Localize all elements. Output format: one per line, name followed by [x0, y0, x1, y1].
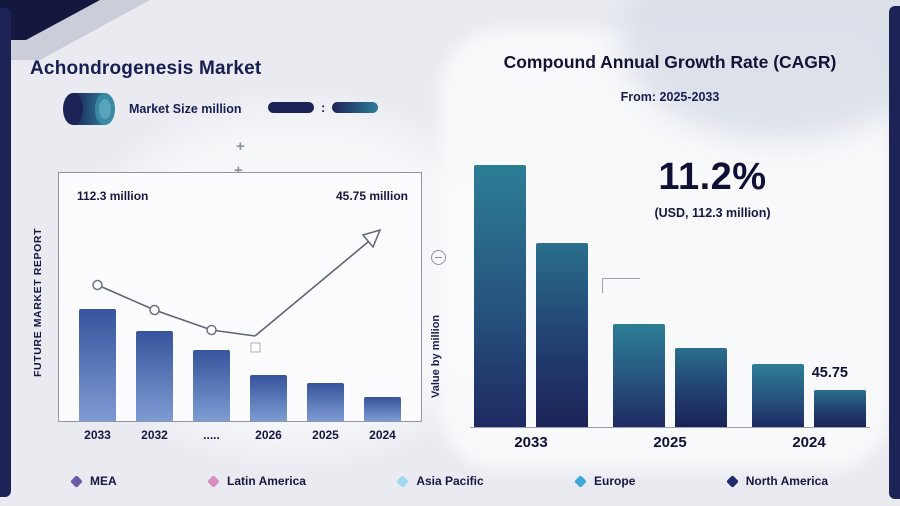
circle-minus-icon	[431, 250, 446, 265]
cagr-bar	[474, 165, 526, 427]
market-x-label: 2025	[312, 428, 339, 442]
legend-item-europe: Europe	[574, 474, 636, 488]
right-edge-bar	[889, 6, 900, 499]
market-bars	[79, 309, 401, 421]
market-bar-2032	[136, 331, 173, 421]
market-size-legend: Market Size million	[62, 90, 242, 128]
legend-label: Latin America	[227, 474, 306, 488]
legend-item-asia-pacific: Asia Pacific	[396, 474, 484, 488]
cagr-bar	[536, 243, 588, 427]
plus-decoration: +	[236, 138, 245, 155]
cagr-bar-group-2025	[613, 324, 727, 427]
cagr-subtitle: From: 2025-2033	[620, 90, 720, 104]
cagr-x-label: 2033	[514, 434, 548, 451]
legend-diamond-icon	[396, 474, 410, 488]
future-market-report-label: FUTURE MARKET REPORT	[32, 227, 44, 377]
pill-separator: :	[321, 100, 326, 115]
market-x-label: 2033	[84, 428, 111, 442]
market-x-label: .....	[203, 428, 220, 442]
step-decoration	[602, 278, 640, 293]
legend-item-latin-america: Latin America	[207, 474, 306, 488]
footer-legend: MEA Latin America Asia Pacific Europe North …	[70, 474, 828, 488]
cagr-bar-annotation: 45.75	[811, 365, 848, 381]
cagr-bar-group-2024	[752, 364, 866, 427]
cagr-title: Compound Annual Growth Rate (CAGR)	[503, 52, 837, 72]
market-x-label: 2026	[255, 428, 282, 442]
plus-decoration: +	[234, 162, 243, 179]
legend-item-north-america: North America	[725, 474, 828, 488]
market-bar-2025	[307, 383, 344, 421]
legend-label: MEA	[90, 474, 117, 488]
legend-diamond-icon	[70, 474, 83, 488]
cagr-x-label: 2024	[792, 434, 826, 451]
legend-pills: :	[268, 100, 379, 115]
pill-dark	[268, 102, 314, 113]
cagr-bar-group-2033	[474, 165, 588, 427]
cagr-bar	[752, 364, 804, 427]
cagr-bar	[814, 390, 866, 427]
cagr-plot: 45.75	[470, 160, 870, 428]
market-bar-.....	[193, 350, 230, 421]
market-title: Achondrogenesis Market	[30, 58, 262, 79]
cagr-note: (USD, 112.3 million)	[654, 206, 771, 220]
market-chart: 112.3 million 45.75 million	[58, 172, 422, 422]
market-x-label: 2032	[141, 428, 168, 442]
legend-label: Europe	[594, 474, 636, 488]
cagr-bar	[675, 348, 727, 427]
legend-diamond-icon	[207, 474, 220, 488]
left-edge-bar	[0, 8, 11, 497]
market-x-label: 2024	[369, 428, 396, 442]
legend-label: Asia Pacific	[416, 474, 484, 488]
cagr-x-labels: 2033 2025 2024	[470, 434, 870, 451]
legend-diamond-icon	[574, 474, 587, 488]
cylinder-icon	[63, 93, 115, 125]
cagr-value: 11.2%	[658, 156, 767, 198]
market-x-labels: 2033 2032..... 2026 2025 2024	[58, 428, 422, 442]
legend-item-mea: MEA	[70, 474, 117, 488]
market-size-label: Market Size million	[129, 102, 242, 116]
pill-gradient	[332, 102, 379, 113]
legend-diamond-icon	[725, 474, 739, 488]
legend-label: North America	[745, 474, 828, 488]
min-value-label: 45.75 million	[335, 189, 408, 203]
max-value-label: 112.3 million	[77, 189, 149, 203]
value-by-million-label: Value by million	[430, 314, 442, 398]
market-bar-2033	[79, 309, 116, 421]
cagr-bar	[613, 324, 665, 427]
market-bar-2024	[364, 397, 401, 421]
market-bar-2026	[250, 375, 287, 421]
cagr-x-label: 2025	[653, 434, 687, 451]
